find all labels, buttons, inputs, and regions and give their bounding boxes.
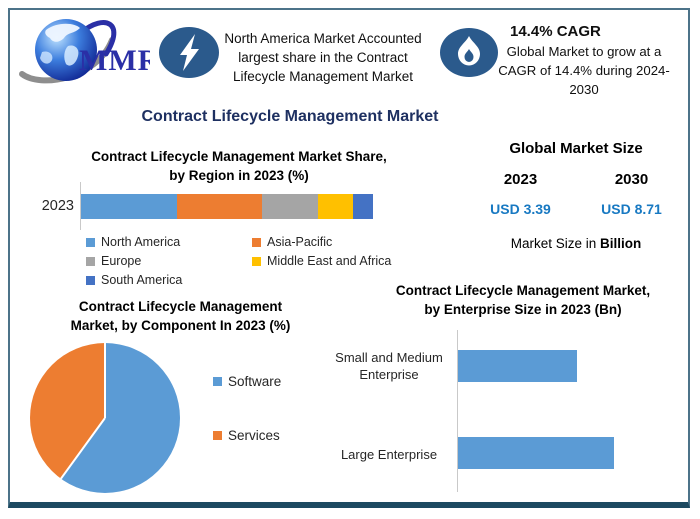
market-size-note-unit: Billion (600, 236, 642, 251)
legend-swatch-icon (86, 275, 95, 285)
logo-text: MMR (79, 44, 150, 77)
header-highlight-text: North America Market Accounted largest s… (208, 29, 438, 86)
enterprise-chart-axis-line (457, 330, 458, 492)
logo-swoosh-blue (79, 20, 117, 57)
cagr-title: 14.4% CAGR (510, 23, 601, 40)
market-size-year-2030: 2030 (614, 171, 649, 188)
enterprise-chart-title: Contract Lifecycle Management Market, by… (358, 281, 688, 319)
region-chart-legend: North America Asia-Pacific Europe Middle Ea… (86, 233, 416, 289)
component-chart-title: Contract Lifecycle Management Market, by… (28, 297, 333, 335)
legend-swatch-icon (252, 237, 261, 247)
region-chart-title-line: Contract Lifecycle Management Market Sha… (91, 149, 387, 164)
legend-swatch-icon (86, 237, 95, 247)
region-segment-north-america (81, 194, 178, 219)
enterprise-category-label-sme: Small and Medium Enterprise (335, 350, 443, 382)
cagr-line: 2030 (569, 82, 599, 97)
enterprise-bar-sme (458, 350, 577, 382)
region-segment-europe (262, 194, 318, 219)
globe-continent (40, 51, 53, 64)
frame-border (8, 8, 690, 508)
enterprise-bar-large (458, 437, 614, 469)
cagr-text-block: 14.4% CAGR Global Market to grow at a CA… (496, 22, 672, 99)
highlight-line: largest share in the Contract (238, 50, 408, 65)
region-segment-middle-east-and-africa (317, 194, 353, 219)
region-chart-axis-line (80, 182, 81, 230)
legend-item-south-america: South America (86, 271, 252, 289)
legend-item-north-america: North America (86, 233, 252, 251)
legend-item-asia-pacific: Asia-Pacific (252, 233, 416, 251)
legend-swatch-icon (213, 430, 222, 440)
market-size-values-row: USD 3.39 USD 8.71 (465, 201, 687, 217)
enterprise-chart-title-line: Contract Lifecycle Management Market, (395, 283, 651, 298)
region-chart-title: Contract Lifecycle Management Market Sha… (38, 147, 440, 185)
component-chart-legend: Software Services (213, 372, 281, 444)
global-market-size-block: Global Market Size 2023 2030 USD 3.39 US… (465, 140, 687, 251)
component-chart-title-line: Market, by Component In 2023 (%) (70, 318, 291, 333)
highlight-line: North America Market Accounted (224, 31, 422, 46)
legend-label: Software (228, 373, 282, 389)
cagr-line: CAGR of 14.4% during 2024- (498, 63, 670, 78)
cagr-badge (440, 28, 498, 77)
market-size-value-2023: USD 3.39 (490, 201, 551, 217)
legend-label: North America (101, 235, 181, 249)
legend-label: Middle East and Africa (267, 254, 392, 268)
enterprise-category-label-large: Large Enterprise (340, 447, 438, 462)
legend-item-europe: Europe (86, 252, 252, 270)
globe-continent (45, 23, 80, 42)
page-title: Contract Lifecycle Management Market (141, 108, 439, 125)
market-size-years-row: 2023 2030 (465, 171, 687, 188)
legend-item-services: Services (213, 426, 281, 444)
enterprise-chart-title-line: by Enterprise Size in 2023 (Bn) (424, 302, 622, 317)
cagr-line: Global Market to grow at a (506, 44, 662, 59)
pie-slice-separator (104, 343, 106, 418)
market-size-note: Market Size in Billion (465, 236, 687, 251)
flame-icon-cutout (464, 49, 474, 62)
legend-swatch-icon (213, 376, 222, 386)
mmr-logo: MMR (19, 19, 150, 84)
global-market-size-title: Global Market Size (509, 140, 643, 157)
region-segment-asia-pacific (177, 194, 263, 219)
component-chart-title-line: Contract Lifecycle Management (78, 299, 283, 314)
legend-label: Services (228, 427, 280, 443)
globe-continent (64, 45, 79, 66)
region-chart-title-line: by Region in 2023 (%) (169, 168, 309, 183)
legend-swatch-icon (252, 256, 261, 266)
lightning-icon (180, 34, 199, 71)
legend-item-software: Software (213, 372, 281, 390)
lightning-badge (159, 27, 219, 78)
market-size-year-2023: 2023 (503, 171, 538, 188)
region-chart-category-label: 2023 (41, 198, 74, 214)
region-segment-south-america (352, 194, 374, 219)
market-size-note-text: Market Size in (510, 236, 601, 251)
legend-label: Europe (101, 254, 142, 268)
legend-swatch-icon (86, 256, 95, 266)
highlight-line: Lifecycle Management Market (232, 69, 414, 84)
legend-item-middle-east-and-africa: Middle East and Africa (252, 252, 416, 270)
legend-label: South America (101, 273, 183, 287)
legend-label: Asia-Pacific (267, 235, 333, 249)
region-stacked-bar (81, 194, 374, 219)
market-size-value-2030: USD 8.71 (601, 201, 662, 217)
